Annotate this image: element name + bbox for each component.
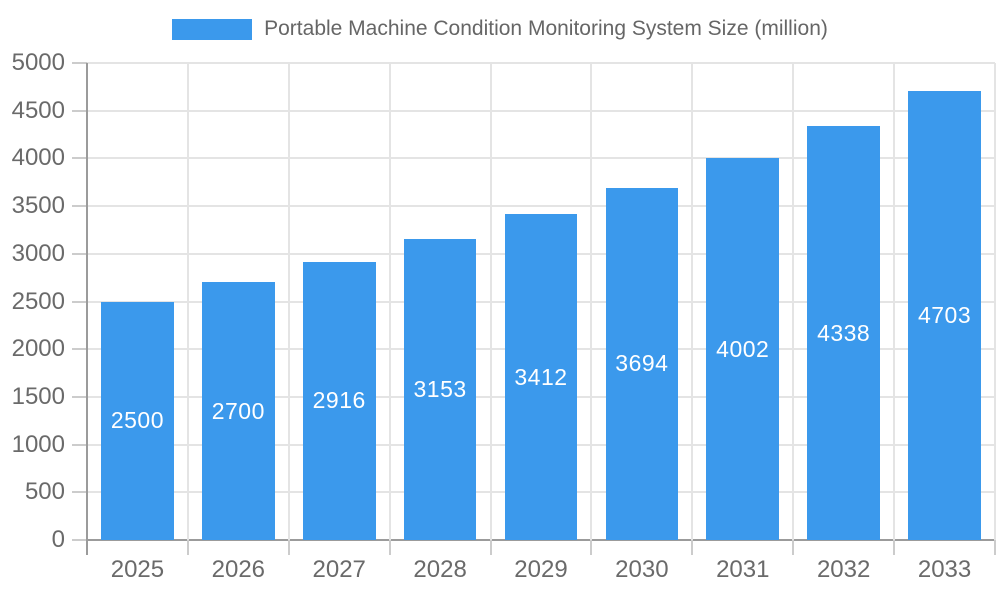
bar-value-label: 4002: [716, 335, 770, 362]
bar-2026[interactable]: 2700: [202, 282, 275, 540]
legend-label: Portable Machine Condition Monitoring Sy…: [264, 17, 828, 40]
x-axis-label-2032: 2032: [816, 556, 871, 583]
legend: Portable Machine Condition Monitoring Sy…: [0, 14, 1000, 44]
y-axis-tick: [72, 300, 87, 303]
y-axis-tick: [72, 205, 87, 208]
gridline-horizontal: [87, 157, 995, 160]
y-axis-label: 1000: [11, 430, 65, 458]
bar-value-label: 4338: [817, 319, 871, 346]
bar-value-label: 2500: [110, 407, 164, 434]
x-axis-label-2026: 2026: [211, 556, 266, 583]
gridline-vertical: [186, 63, 189, 540]
bar-value-label: 2700: [211, 397, 265, 424]
x-axis-tick: [86, 540, 88, 555]
y-axis-tick: [72, 252, 87, 255]
x-axis-label-2025: 2025: [110, 556, 165, 583]
y-axis-label: 0: [51, 526, 65, 553]
y-axis-tick: [72, 62, 87, 64]
x-axis-tick: [489, 540, 492, 555]
bar-2025[interactable]: 2500: [101, 301, 174, 540]
gridline-horizontal: [87, 205, 995, 208]
gridline-vertical: [792, 63, 795, 540]
gridline-vertical: [489, 63, 492, 540]
y-axis-line: [86, 63, 88, 540]
gridline-horizontal: [87, 109, 995, 112]
bar-value-label: 3412: [514, 363, 568, 390]
x-axis-label-2028: 2028: [413, 556, 467, 583]
x-axis-tick: [287, 540, 290, 555]
x-axis-label-2029: 2029: [514, 556, 568, 583]
y-axis-label: 5000: [11, 49, 65, 76]
x-axis-tick: [893, 540, 896, 555]
x-axis-tick: [388, 540, 391, 555]
legend-swatch-icon: [172, 18, 253, 40]
bar-2030[interactable]: 3694: [605, 187, 679, 540]
x-axis-label-2030: 2030: [615, 556, 669, 583]
gridline-horizontal: [87, 62, 995, 64]
bar-value-label: 3153: [413, 376, 467, 403]
y-axis-label: 3500: [11, 192, 65, 220]
y-axis-label: 3000: [11, 239, 65, 267]
x-axis-tick: [590, 540, 593, 555]
y-axis-tick: [72, 157, 87, 160]
y-axis-tick: [72, 491, 87, 494]
y-axis-label: 4500: [11, 96, 65, 124]
gridline-vertical: [287, 63, 290, 540]
bar-2029[interactable]: 3412: [504, 214, 578, 540]
x-axis-label-2033: 2033: [917, 556, 972, 583]
x-axis-label-2027: 2027: [312, 556, 366, 583]
bar-2032[interactable]: 4338: [807, 126, 880, 540]
bar-2031[interactable]: 4002: [706, 158, 780, 540]
y-axis-label: 2000: [11, 335, 65, 363]
bar-value-label: 4703: [917, 302, 972, 329]
y-axis-tick: [72, 443, 87, 446]
gridline-vertical: [590, 63, 593, 540]
x-axis-line: [87, 539, 995, 541]
bar-2027[interactable]: 2916: [302, 261, 376, 540]
x-axis-tick: [994, 540, 996, 555]
y-axis-label: 500: [24, 478, 65, 506]
x-axis-tick: [691, 540, 694, 555]
y-axis-label: 2500: [11, 287, 65, 315]
bar-2033[interactable]: 4703: [908, 91, 981, 540]
x-axis-tick: [186, 540, 189, 555]
y-axis-tick: [72, 109, 87, 112]
gridline-vertical: [893, 63, 896, 540]
plot-area: 2500 2700 2916 3153 3412 3694 4002 4338 4703: [72, 62, 996, 555]
gridline-vertical: [691, 63, 694, 540]
bar-value-label: 2916: [312, 387, 366, 414]
bar-2028[interactable]: 3153: [403, 239, 477, 540]
legend-item[interactable]: Portable Machine Condition Monitoring Sy…: [172, 14, 828, 44]
y-axis-tick: [72, 395, 87, 398]
x-axis-label-2031: 2031: [716, 556, 770, 583]
y-axis-label: 1500: [11, 382, 65, 410]
gridline-vertical: [388, 63, 391, 540]
y-axis-tick: [72, 348, 87, 351]
bar-value-label: 3694: [615, 350, 669, 377]
y-axis-label: 4000: [11, 144, 65, 172]
y-axis-tick: [72, 539, 87, 541]
gridline-vertical: [994, 63, 996, 540]
x-axis-tick: [792, 540, 795, 555]
